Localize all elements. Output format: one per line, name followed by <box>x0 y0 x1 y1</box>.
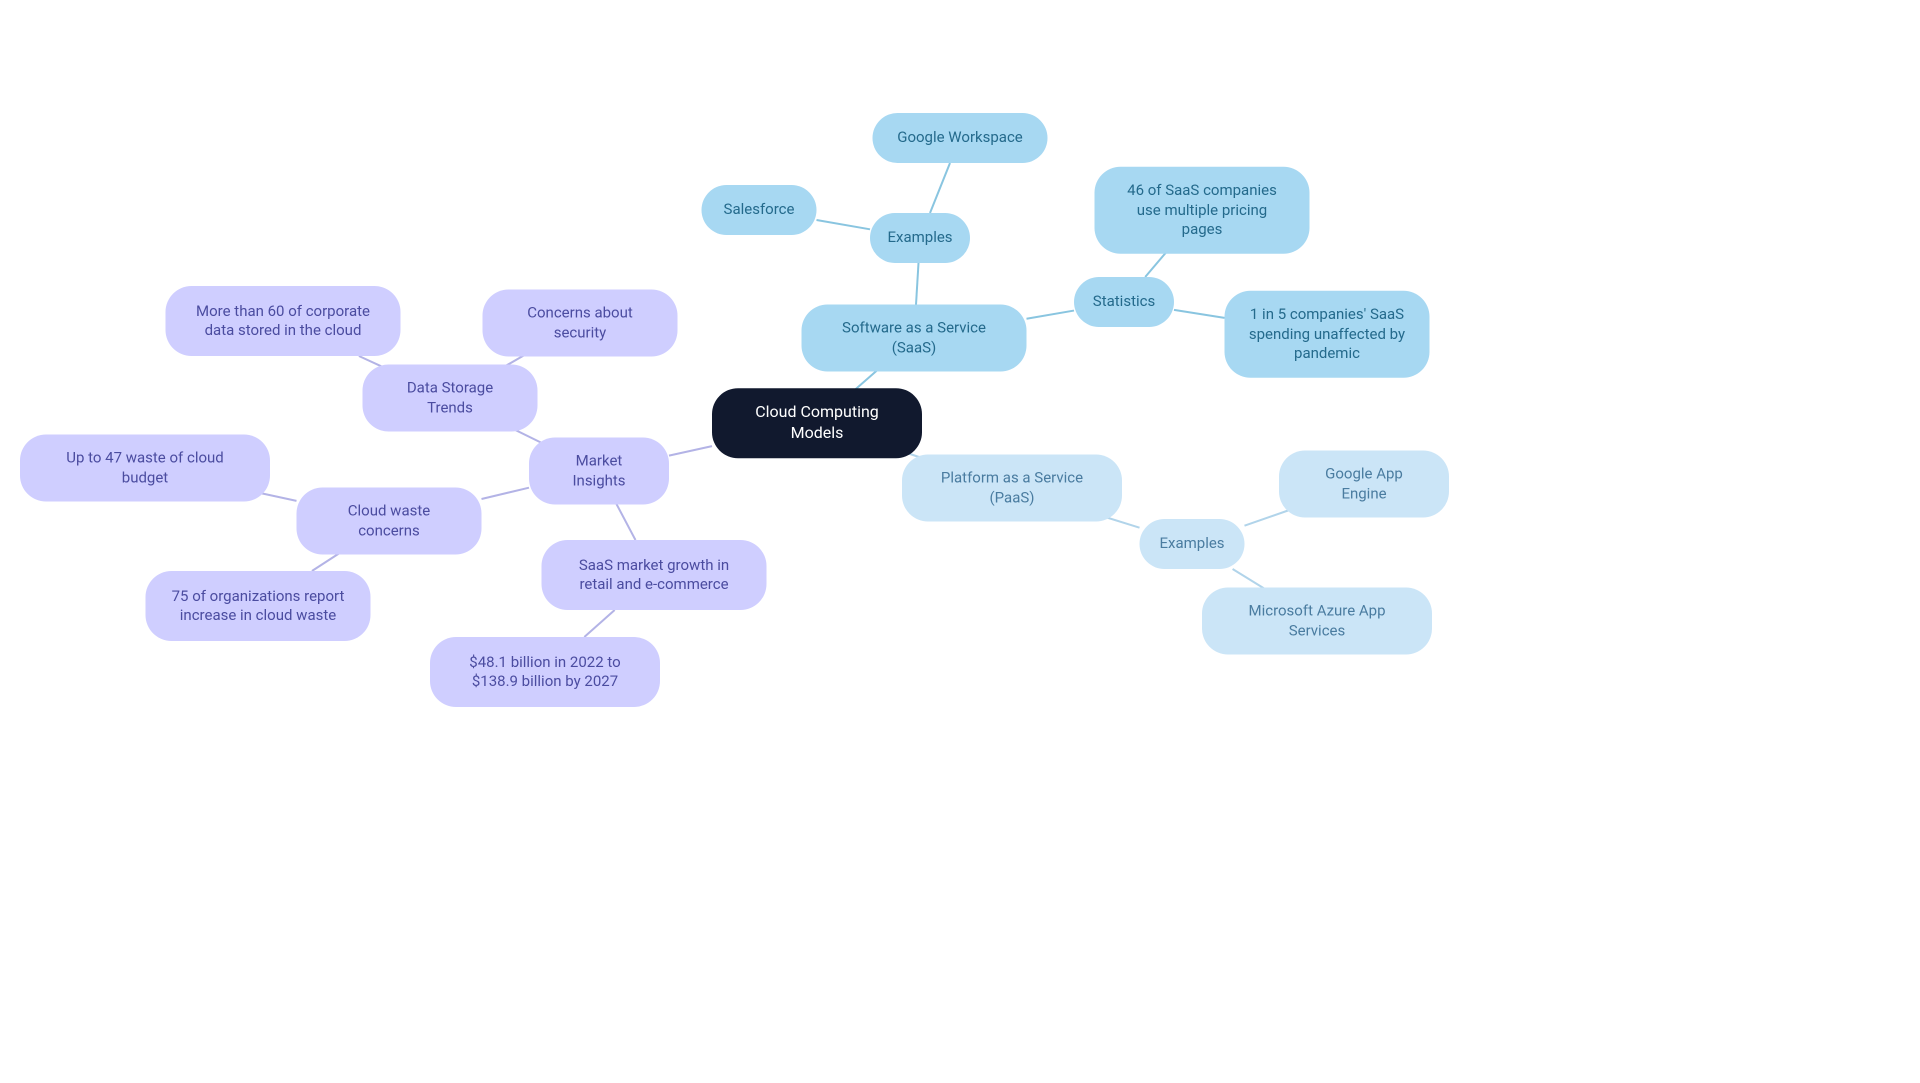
saas-stat-pricing-node: 46 of SaaS companies use multiple pricin… <box>1095 167 1310 254</box>
cloud-waste-concerns-node: Cloud waste concerns <box>297 488 482 555</box>
mindmap-diagram: Cloud Computing Models Software as a Ser… <box>0 0 1920 1083</box>
paas-node: Platform as a Service (PaaS) <box>902 455 1122 522</box>
cloud-waste-47-node: Up to 47 waste of cloud budget <box>20 435 270 502</box>
data-storage-60-node: More than 60 of corporate data stored in… <box>166 286 401 356</box>
saas-examples-node: Examples <box>870 213 970 263</box>
market-insights-node: Market Insights <box>529 438 669 505</box>
saas-market-figures-node: $48.1 billion in 2022 to $138.9 billion … <box>430 637 660 707</box>
saas-statistics-node: Statistics <box>1074 277 1174 327</box>
security-concerns-node: Concerns about security <box>483 290 678 357</box>
edge <box>260 493 296 501</box>
saas-google-workspace-node: Google Workspace <box>873 113 1048 163</box>
saas-market-growth-node: SaaS market growth in retail and e-comme… <box>542 540 767 610</box>
paas-examples-node: Examples <box>1140 519 1245 569</box>
edge <box>584 610 614 637</box>
saas-node: Software as a Service (SaaS) <box>802 305 1027 372</box>
paas-azure-node: Microsoft Azure App Services <box>1202 588 1432 655</box>
edge <box>930 163 950 213</box>
edge <box>669 446 712 455</box>
edge <box>1027 311 1075 319</box>
saas-salesforce-node: Salesforce <box>702 185 817 235</box>
paas-gae-node: Google App Engine <box>1279 451 1449 518</box>
saas-stat-pandemic-node: 1 in 5 companies' SaaS spending unaffect… <box>1225 291 1430 378</box>
edge <box>1245 509 1293 526</box>
edge <box>1174 310 1225 318</box>
edge <box>817 220 871 229</box>
root-node: Cloud Computing Models <box>712 388 922 458</box>
data-storage-trends-node: Data Storage Trends <box>363 365 538 432</box>
edge <box>482 488 530 499</box>
cloud-waste-75-node: 75 of organizations report increase in c… <box>146 571 371 641</box>
